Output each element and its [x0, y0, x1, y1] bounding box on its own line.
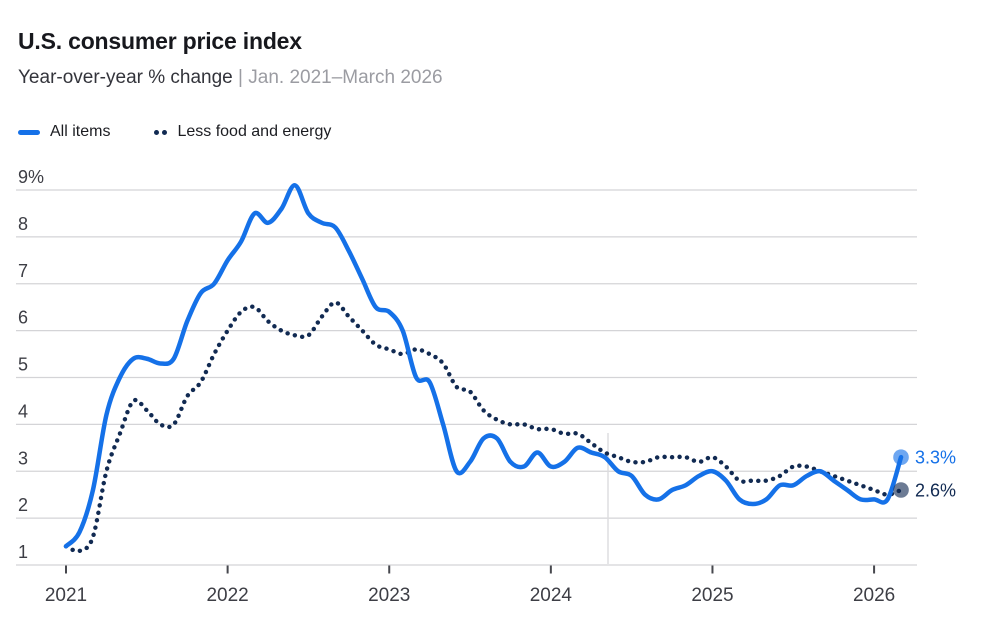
page-title: U.S. consumer price index	[18, 28, 302, 54]
subtitle-separator: |	[238, 67, 243, 88]
chart-subtitle: Year-over-year % change | Jan. 2021–Marc…	[18, 67, 443, 89]
subtitle-date-range: Jan. 2021–March 2026	[242, 67, 443, 88]
x-axis-tick-label: 2026	[853, 585, 895, 606]
end-label-less-food-and-energy: 2.6%	[915, 481, 956, 501]
end-marker-less-food-and-energy[interactable]	[893, 482, 909, 498]
y-axis-tick-label: 2	[18, 495, 28, 515]
legend-item-less-food-and-energy: Less food and energy	[154, 123, 331, 141]
legend-label: All items	[50, 123, 111, 140]
dotted-line-swatch-icon	[154, 129, 168, 135]
y-axis-tick-label: 5	[18, 355, 28, 375]
chart-legend: All items Less food and energy	[18, 123, 331, 141]
y-axis-tick-label: 6	[18, 308, 28, 328]
x-axis-tick-label: 2021	[45, 585, 87, 606]
subtitle-measure: Year-over-year % change	[18, 67, 239, 88]
y-axis-tick-label: 3	[18, 448, 28, 468]
x-axis-tick-label: 2025	[691, 585, 733, 606]
legend-item-all-items: All items	[18, 123, 110, 141]
x-axis-tick-label: 2023	[368, 585, 410, 606]
series-line-less-food-and-energy[interactable]	[63, 300, 904, 554]
y-axis-tick-label: 4	[18, 401, 28, 421]
y-axis-tick-label: 9%	[18, 167, 44, 187]
solid-line-swatch-icon	[18, 129, 40, 135]
x-axis-tick-label: 2024	[530, 585, 573, 606]
y-axis-tick-label: 1	[18, 542, 28, 562]
y-axis-tick-label: 8	[18, 214, 28, 234]
x-axis-tick-label: 2022	[206, 585, 248, 606]
end-marker-all-items[interactable]	[893, 449, 909, 465]
series-line-all-items[interactable]	[63, 183, 904, 549]
y-axis-tick-label: 7	[18, 261, 28, 281]
legend-label: Less food and energy	[177, 123, 332, 140]
end-label-all-items: 3.3%	[915, 448, 956, 468]
